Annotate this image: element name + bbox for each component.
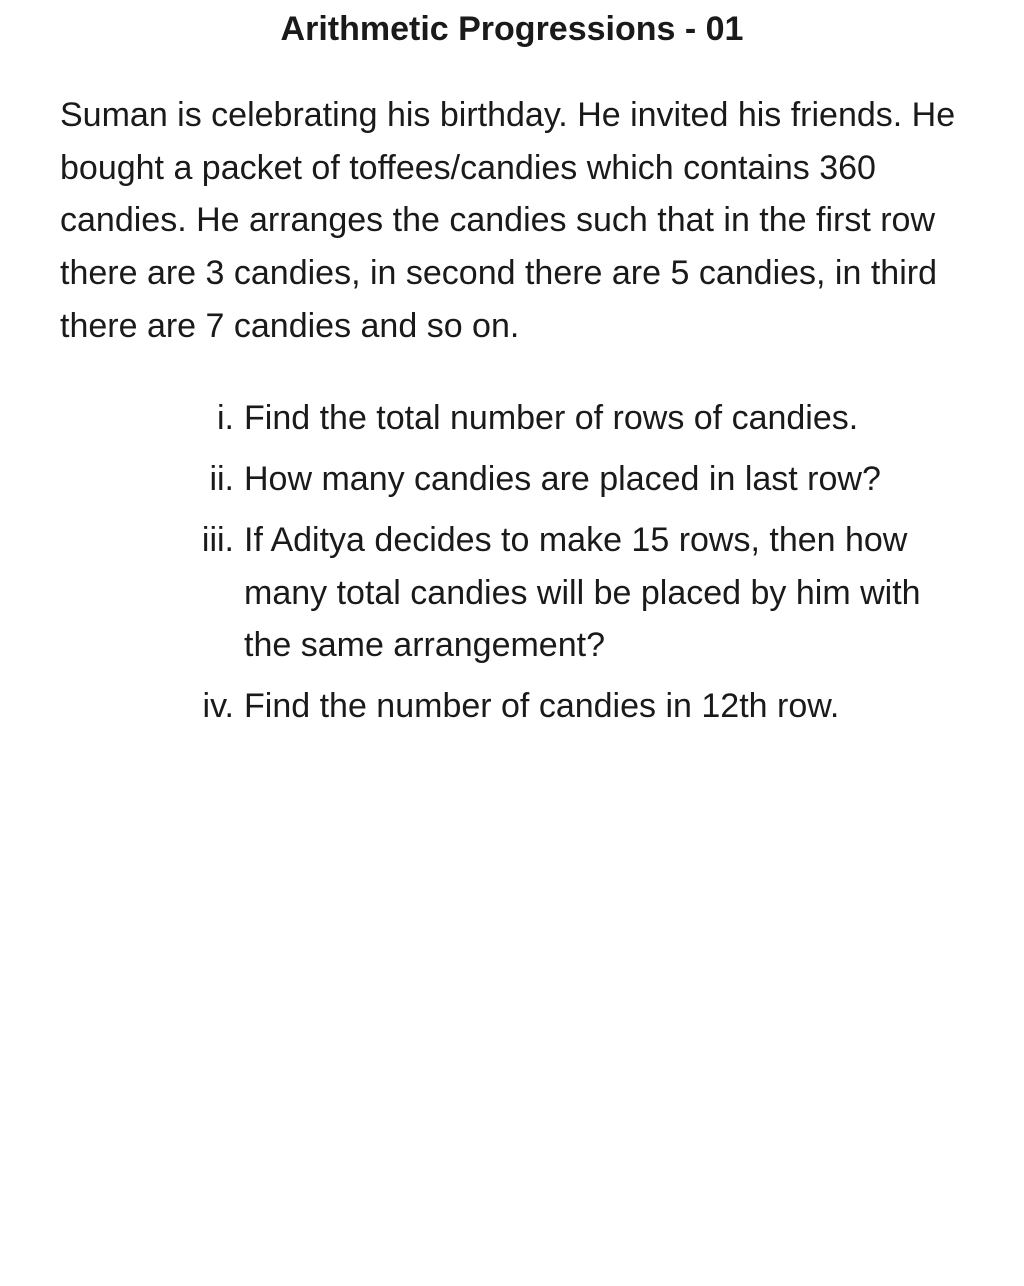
question-item: iii. If Aditya decides to make 15 rows, … [190,514,964,672]
question-item: iv. Find the number of candies in 12th r… [190,680,964,733]
question-number: iv. [190,680,244,733]
question-text: If Aditya decides to make 15 rows, then … [244,514,964,672]
question-number: iii. [190,514,244,672]
question-text: Find the number of candies in 12th row. [244,680,964,733]
question-text: Find the total number of rows of candies… [244,392,964,445]
question-number: i. [190,392,244,445]
question-item: i. Find the total number of rows of cand… [190,392,964,445]
problem-description: Suman is celebrating his birthday. He in… [60,89,964,352]
questions-list: i. Find the total number of rows of cand… [60,392,964,732]
page-title: Arithmetic Progressions - 01 [60,10,964,49]
question-item: ii. How many candies are placed in last … [190,453,964,506]
question-text: How many candies are placed in last row? [244,453,964,506]
question-number: ii. [190,453,244,506]
